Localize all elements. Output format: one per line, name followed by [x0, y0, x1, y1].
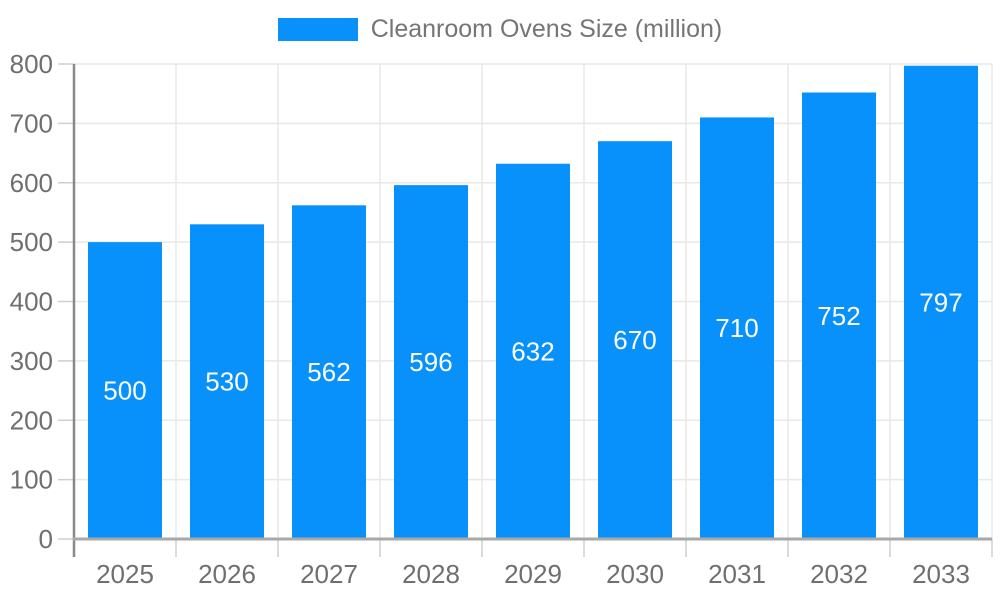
x-axis-label: 2027 — [300, 559, 358, 589]
bar-value-label: 562 — [307, 357, 350, 387]
bar-2028[interactable] — [394, 185, 468, 539]
bar-2026[interactable] — [190, 224, 264, 539]
bar-value-label: 670 — [613, 325, 656, 355]
bar-value-label: 596 — [409, 347, 452, 377]
y-axis-label: 400 — [10, 287, 53, 317]
x-axis-label: 2029 — [504, 559, 562, 589]
legend-label: Cleanroom Ovens Size (million) — [370, 15, 723, 43]
bar-2027[interactable] — [292, 205, 366, 539]
bar-value-label: 752 — [817, 301, 860, 331]
y-axis-label: 600 — [10, 168, 53, 198]
bar-2030[interactable] — [598, 141, 672, 539]
x-axis-label: 2025 — [96, 559, 154, 589]
bar-value-label: 530 — [205, 367, 248, 397]
x-axis-label: 2032 — [810, 559, 868, 589]
y-axis-label: 500 — [10, 227, 53, 257]
legend-swatch — [277, 18, 358, 41]
y-axis-label: 100 — [10, 465, 53, 495]
y-axis-label: 200 — [10, 405, 53, 435]
bar-value-label: 797 — [919, 287, 962, 317]
x-axis-label: 2031 — [708, 559, 766, 589]
chart-legend[interactable]: Cleanroom Ovens Size (million) — [0, 17, 1000, 42]
y-axis-label: 0 — [39, 524, 53, 554]
bar-value-label: 500 — [103, 376, 146, 406]
x-axis-label: 2026 — [198, 559, 256, 589]
x-axis-label: 2030 — [606, 559, 664, 589]
bar-2025[interactable] — [88, 242, 162, 539]
bar-2033[interactable] — [904, 65, 978, 539]
bar-2032[interactable] — [802, 92, 876, 540]
y-axis-label: 700 — [10, 108, 53, 138]
y-axis-label: 800 — [10, 49, 53, 79]
x-axis-label: 2033 — [912, 559, 970, 589]
y-axis-label: 300 — [10, 346, 53, 376]
bar-2031[interactable] — [700, 117, 774, 539]
bar-2029[interactable] — [496, 163, 570, 539]
bar-value-label: 710 — [715, 313, 758, 343]
bar-value-label: 632 — [511, 336, 554, 366]
x-axis-label: 2028 — [402, 559, 460, 589]
